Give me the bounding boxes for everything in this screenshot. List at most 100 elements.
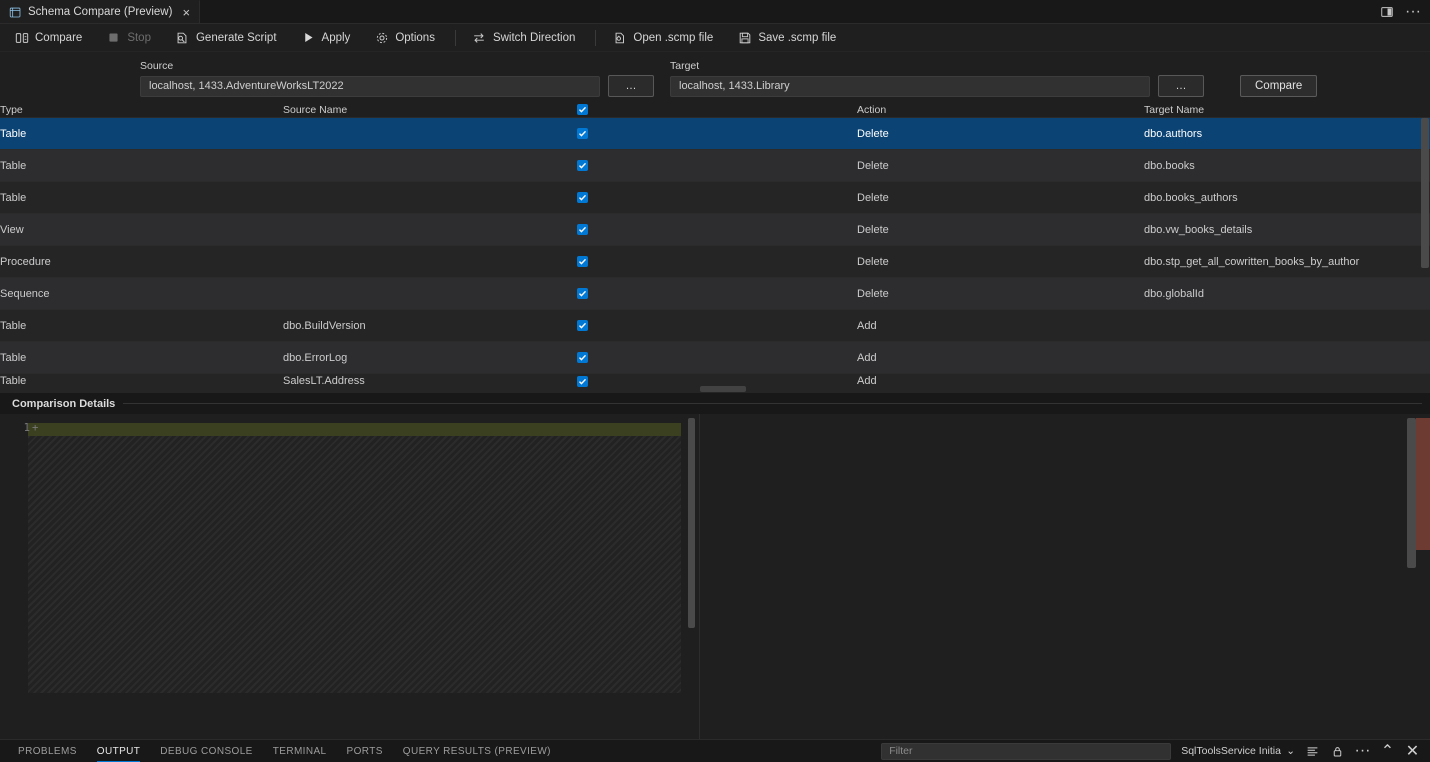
cell-action: Delete (857, 191, 889, 204)
cell-source-name: dbo.BuildVersion (283, 319, 366, 332)
maximize-panel-icon[interactable]: ⌃ (1380, 743, 1395, 760)
cell-action: Add (857, 319, 877, 332)
cell-include[interactable] (577, 192, 588, 203)
schema-compare-toolbar: Compare Stop Generate Script (0, 24, 1430, 52)
table-row[interactable]: Table Delete dbo.books_authors (0, 182, 1430, 214)
table-row[interactable]: Table Delete dbo.authors (0, 118, 1430, 150)
tab-schema-compare[interactable]: Schema Compare (Preview) × (0, 0, 201, 23)
save-icon (737, 30, 752, 45)
close-icon[interactable]: × (182, 4, 191, 20)
diff-pane-left[interactable]: 1 + (0, 414, 700, 739)
cell-include[interactable] (577, 128, 588, 139)
table-row[interactable]: Procedure Delete dbo.stp_get_all_cowritten… (0, 246, 1430, 278)
output-channel-label: SqlToolsService Initializ (1181, 745, 1282, 757)
cell-action: Add (857, 375, 877, 387)
left-line-marker: + (32, 422, 39, 434)
more-actions-icon[interactable]: ··· (1405, 2, 1421, 20)
panel-tab-problems[interactable]: PROBLEMS (18, 745, 77, 757)
row-include-checkbox[interactable] (577, 375, 588, 387)
grid-vertical-scrollbar[interactable] (1420, 118, 1430, 379)
split-editor-icon[interactable] (1379, 4, 1395, 20)
select-all-checkbox[interactable] (577, 104, 588, 115)
cell-include[interactable] (577, 256, 588, 267)
cell-include[interactable] (577, 375, 588, 387)
generate-script-button[interactable]: Generate Script (169, 27, 287, 49)
table-row[interactable]: Table dbo.BuildVersion Add (0, 310, 1430, 342)
column-header-action[interactable]: Action (857, 103, 887, 116)
row-include-checkbox[interactable] (577, 224, 588, 235)
table-row[interactable]: Sequence Delete dbo.globalId (0, 278, 1430, 310)
save-scmp-button[interactable]: Save .scmp file (731, 27, 846, 49)
apply-button[interactable]: Apply (295, 27, 361, 49)
toolbar-separator-1 (454, 29, 456, 46)
panel-tab-debug-console[interactable]: DEBUG CONSOLE (160, 745, 253, 757)
grid-horizontal-thumb[interactable] (700, 386, 746, 392)
cell-action: Delete (857, 159, 889, 172)
cell-action: Add (857, 351, 877, 364)
cell-include[interactable] (577, 352, 588, 363)
clear-output-icon[interactable] (1305, 744, 1320, 759)
compare-icon (14, 30, 29, 45)
stop-icon (106, 30, 121, 45)
play-icon (301, 30, 316, 45)
target-input[interactable]: localhost, 1433.Library (670, 75, 1150, 97)
cell-include[interactable] (577, 224, 588, 235)
table-row[interactable]: Table SalesLT.Address Add (0, 374, 1430, 388)
cell-include[interactable] (577, 160, 588, 171)
table-row[interactable]: View Delete dbo.vw_books_details (0, 214, 1430, 246)
grid-horizontal-scrollbar[interactable] (0, 385, 1430, 393)
column-header-source-name[interactable]: Source Name (283, 103, 348, 116)
source-input[interactable]: localhost, 1433.AdventureWorksLT2022 (140, 75, 600, 97)
panel-tab-query-results-preview[interactable]: QUERY RESULTS (PREVIEW) (402, 745, 551, 757)
switch-direction-button[interactable]: Switch Direction (466, 27, 585, 49)
row-include-checkbox[interactable] (577, 320, 588, 331)
lock-icon[interactable] (1330, 744, 1345, 759)
row-include-checkbox[interactable] (577, 128, 588, 139)
left-pane-scrollbar[interactable] (688, 418, 695, 628)
diff-overview-ruler[interactable] (1416, 414, 1430, 739)
panel-more-icon[interactable]: ··· (1354, 742, 1371, 759)
endpoint-strip: Source localhost, 1433.AdventureWorksLT2… (0, 52, 1430, 102)
save-scmp-label: Save .scmp file (758, 31, 837, 44)
row-include-checkbox[interactable] (577, 288, 588, 299)
source-label: Source (140, 60, 174, 72)
row-include-checkbox[interactable] (577, 352, 588, 363)
column-header-type[interactable]: Type (0, 103, 23, 116)
target-browse-button[interactable]: … (1158, 75, 1204, 97)
cell-type: Table (0, 351, 27, 364)
open-scmp-button[interactable]: Open .scmp file (606, 27, 723, 49)
diff-editor: 1 + 1–CREATE TABLE [dbo].[authors] (2– [… (0, 414, 1430, 739)
table-row[interactable]: Table dbo.ErrorLog Add (0, 342, 1430, 374)
cell-include[interactable] (577, 320, 588, 331)
panel-tab-output[interactable]: OUTPUT (87, 740, 151, 762)
cell-type: Table (0, 159, 27, 172)
diff-pane-right[interactable]: 1–CREATE TABLE [dbo].[authors] (2– [id] … (700, 414, 1430, 739)
run-compare-button[interactable]: Compare (1240, 75, 1318, 97)
close-panel-icon[interactable]: ✕ (1405, 743, 1420, 760)
header-rule (123, 403, 1422, 404)
source-browse-button[interactable]: … (608, 75, 654, 97)
right-pane-scrollbar[interactable] (1407, 418, 1416, 568)
options-button[interactable]: Options (368, 27, 445, 49)
column-header-target-name[interactable]: Target Name (1144, 103, 1205, 116)
grid-vertical-thumb[interactable] (1421, 118, 1429, 268)
row-include-checkbox[interactable] (577, 160, 588, 171)
column-header-include-checkbox[interactable] (577, 104, 588, 115)
cell-include[interactable] (577, 288, 588, 299)
compare-button[interactable]: Compare (8, 27, 92, 49)
gear-icon (374, 30, 389, 45)
output-channel-select[interactable]: SqlToolsService Initializ ⌄ (1181, 745, 1295, 757)
row-include-checkbox[interactable] (577, 192, 588, 203)
panel-actions: Filter SqlToolsService Initializ ⌄ ··· ⌃… (881, 742, 1430, 760)
row-include-checkbox[interactable] (577, 256, 588, 267)
cell-target-name: dbo.globalId (1144, 287, 1204, 300)
cell-target-name: dbo.authors (1144, 127, 1203, 140)
stop-button[interactable]: Stop (100, 27, 161, 49)
cell-type: Table (0, 375, 27, 387)
table-row[interactable]: Table Delete dbo.books (0, 150, 1430, 182)
source-endpoint: Source localhost, 1433.AdventureWorksLT2… (140, 60, 660, 97)
open-file-icon (612, 30, 627, 45)
panel-tab-ports[interactable]: PORTS (346, 745, 383, 757)
filter-input[interactable]: Filter (881, 742, 1172, 760)
panel-tab-terminal[interactable]: TERMINAL (272, 745, 327, 757)
